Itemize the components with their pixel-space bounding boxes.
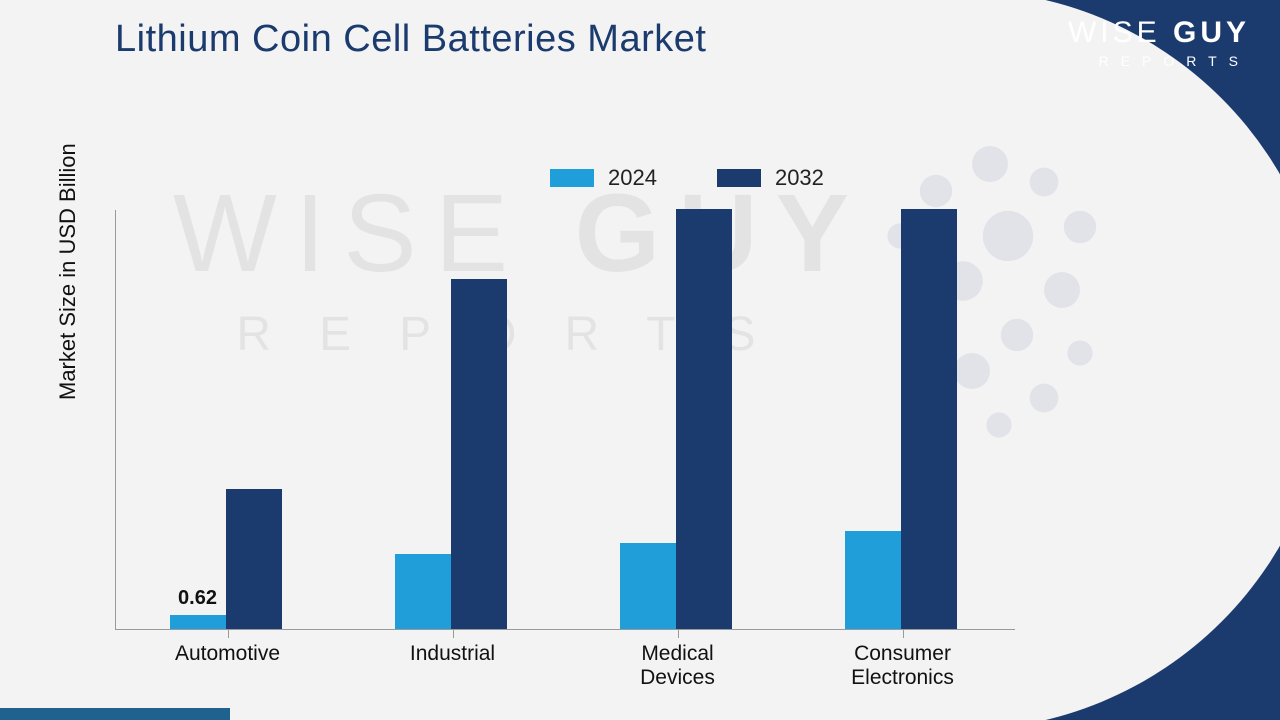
bar-2024 <box>845 531 901 629</box>
y-axis-line <box>115 210 116 630</box>
logo-line2: REPORTS <box>1068 54 1250 68</box>
bar-2024 <box>395 554 451 629</box>
legend-label-2032: 2032 <box>775 165 824 191</box>
bar-2032 <box>226 489 282 629</box>
bars-container <box>363 210 543 630</box>
bar-2032 <box>451 279 507 629</box>
logo-line1a: WISE <box>1068 16 1161 49</box>
legend: 2024 2032 <box>550 165 824 191</box>
legend-label-2024: 2024 <box>608 165 657 191</box>
bar-group: 0.62Automotive <box>138 210 318 630</box>
chart-card: WISE GUY REPORTS Lithium Coin Cell Batte… <box>0 0 1280 720</box>
bar-group: ConsumerElectronics <box>813 210 993 630</box>
category-label: MedicalDevices <box>578 642 778 690</box>
bar-group: MedicalDevices <box>588 210 768 630</box>
legend-swatch-2032 <box>717 169 761 187</box>
legend-item-2032: 2032 <box>717 165 824 191</box>
bar-2032 <box>676 209 732 629</box>
bar-2024 <box>170 615 226 629</box>
legend-swatch-2024 <box>550 169 594 187</box>
y-axis-label: Market Size in USD Billion <box>55 143 81 400</box>
bars-container: 0.62 <box>138 210 318 630</box>
bottom-accent-bar <box>0 708 230 720</box>
category-label: ConsumerElectronics <box>803 642 1003 690</box>
logo-line1b: GUY <box>1173 16 1250 49</box>
bar-group: Industrial <box>363 210 543 630</box>
plot-area: 0.62AutomotiveIndustrialMedicalDevicesCo… <box>115 210 1015 630</box>
bar-2024 <box>620 543 676 629</box>
x-tick <box>453 630 454 638</box>
x-tick <box>903 630 904 638</box>
bar-2032 <box>901 209 957 629</box>
chart-title: Lithium Coin Cell Batteries Market <box>115 18 706 61</box>
x-tick <box>678 630 679 638</box>
brand-logo: WISE GUY REPORTS <box>1068 18 1250 68</box>
x-tick <box>228 630 229 638</box>
legend-item-2024: 2024 <box>550 165 657 191</box>
bar-value-label: 0.62 <box>178 587 217 610</box>
bars-container <box>813 210 993 630</box>
bars-container <box>588 210 768 630</box>
category-label: Industrial <box>353 642 553 666</box>
category-label: Automotive <box>128 642 328 666</box>
